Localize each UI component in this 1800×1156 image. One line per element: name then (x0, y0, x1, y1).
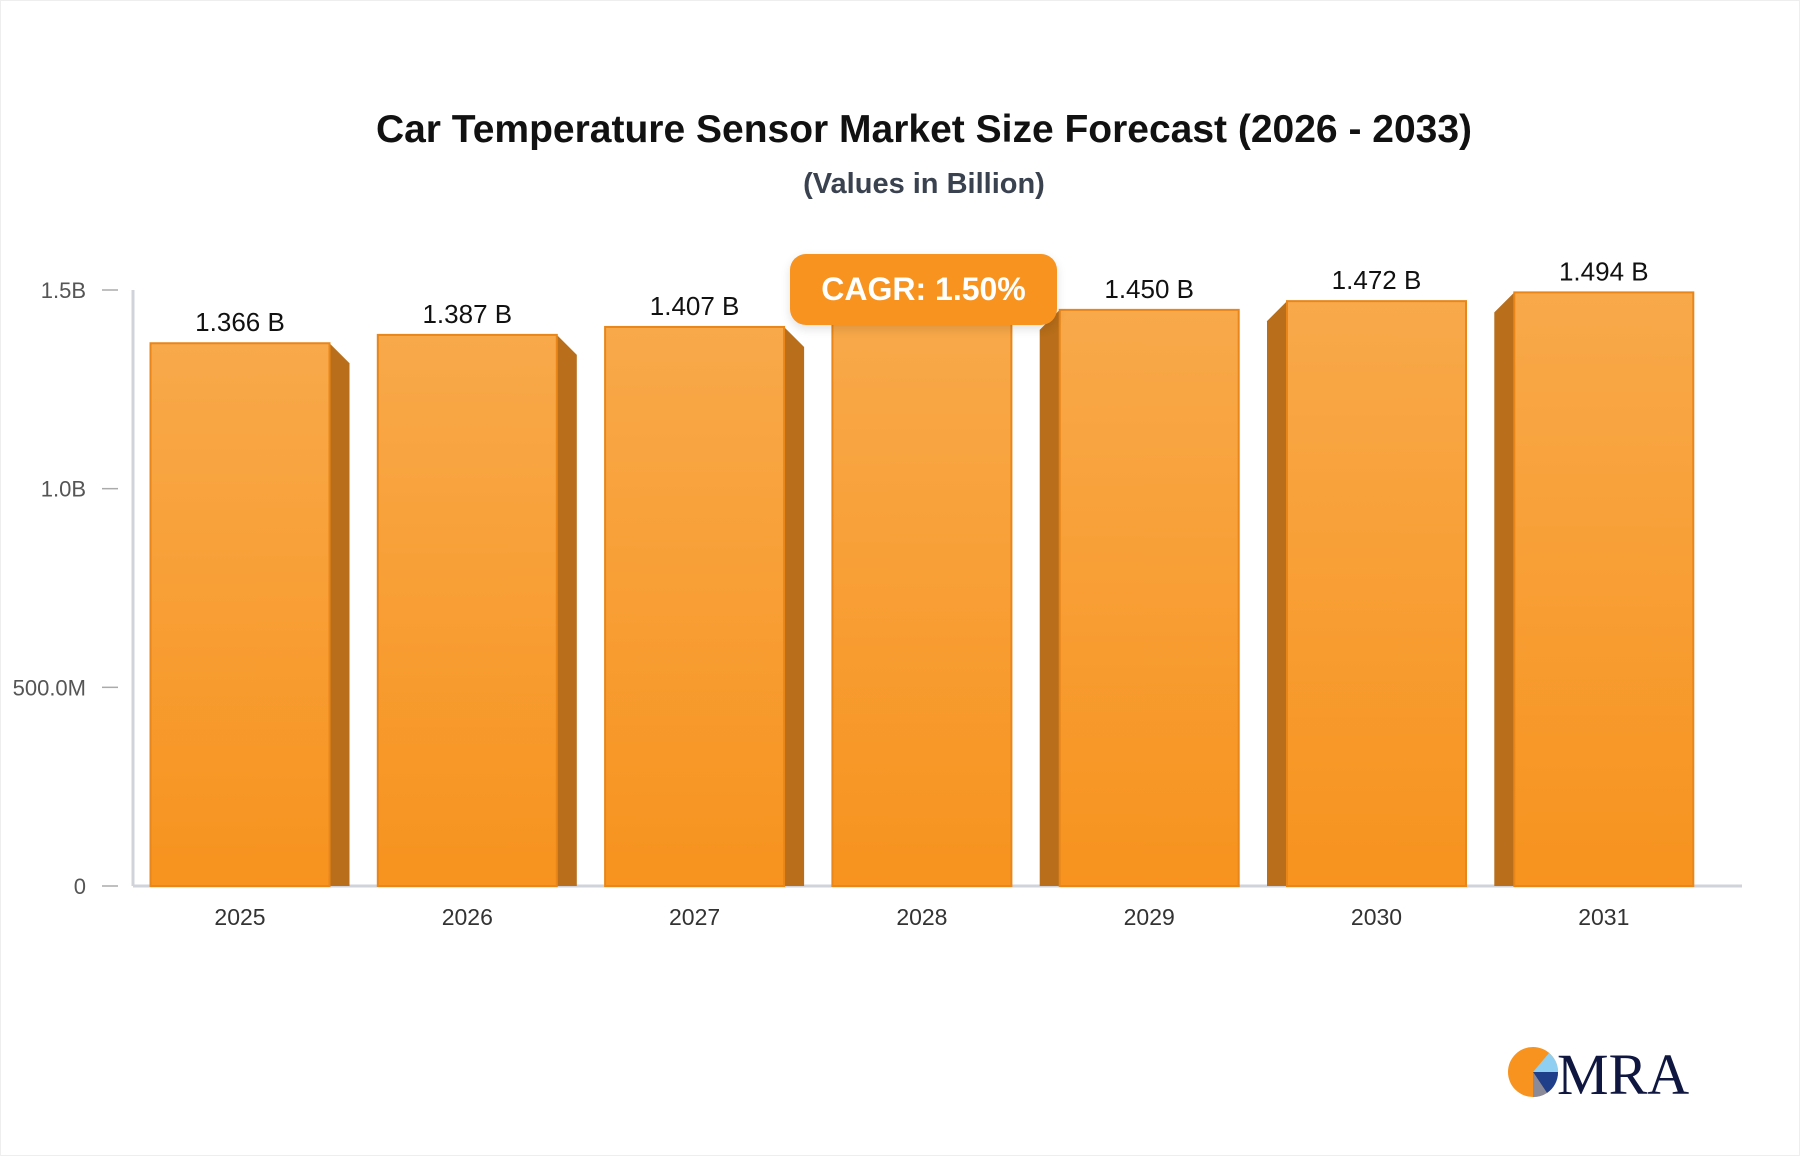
svg-text:MRA: MRA (1557, 1042, 1689, 1102)
chart-title: Car Temperature Sensor Market Size Forec… (375, 108, 1473, 151)
bar-2030 (1286, 300, 1467, 888)
bar-side (1039, 309, 1060, 886)
bar-value-label: 1.387 B (422, 299, 512, 329)
x-tick-label: 2028 (896, 904, 947, 930)
y-tick-label: 1.5B (41, 278, 86, 303)
x-tick-label: 2029 (1124, 904, 1175, 930)
x-tick-label: 2031 (1578, 904, 1629, 930)
y-tick-label: 1.0B (41, 477, 86, 502)
bar-value-label: 1.450 B (1104, 274, 1194, 304)
mra-logo: MRA (1508, 1042, 1689, 1102)
y-tick-label: 0 (74, 874, 86, 899)
bar-value-label: 1.494 B (1559, 256, 1649, 286)
bar-value-label: 1.366 B (195, 307, 285, 337)
bar-value-label: 1.472 B (1332, 265, 1422, 295)
x-tick-label: 2030 (1351, 904, 1402, 930)
x-tick-label: 2026 (442, 904, 493, 930)
bar-2028 (831, 317, 1013, 887)
x-tick-label: 2027 (669, 904, 720, 930)
y-tick-label: 500.0M (13, 675, 86, 700)
bar-side (329, 343, 350, 886)
bar-value-label: 1.407 B (650, 291, 740, 321)
bar-2025 (149, 342, 331, 887)
x-tick-label: 2025 (214, 904, 265, 930)
bar-side (1494, 292, 1515, 886)
bar-side (784, 326, 805, 886)
cagr-badge: CAGR: 1.50% (790, 254, 1057, 325)
bar-2029 (1058, 308, 1240, 888)
bar-2026 (376, 333, 558, 887)
chart-subtitle: (Values in Billion) (803, 168, 1045, 200)
bar-side (1267, 301, 1287, 886)
bar-2027 (604, 325, 786, 887)
bar-2031 (1513, 291, 1695, 888)
bar-side (556, 334, 577, 886)
